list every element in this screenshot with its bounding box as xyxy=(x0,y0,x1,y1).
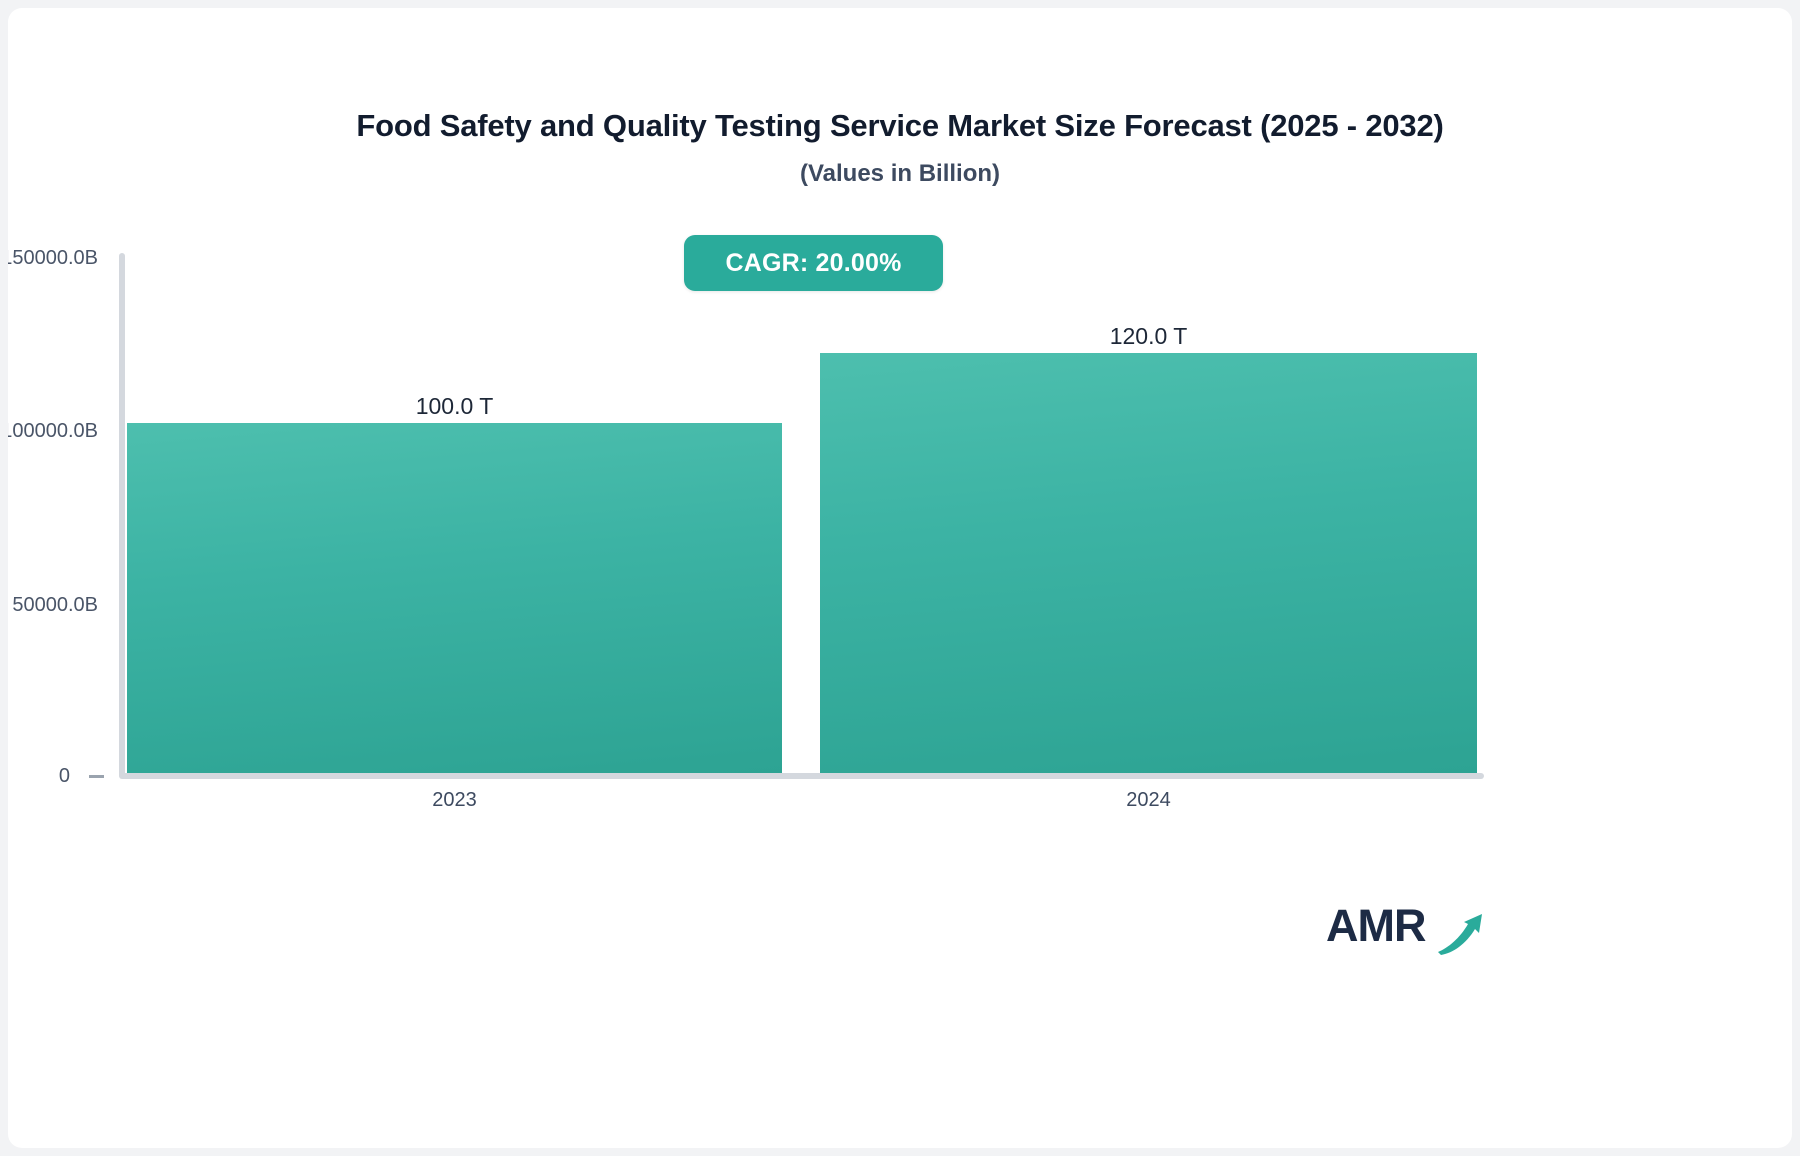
x-axis-tick-label-2023: 2023 xyxy=(432,789,477,811)
amr-logo: AMR xyxy=(1326,900,1486,962)
x-axis-line xyxy=(119,773,1484,779)
title-block: Food Safety and Quality Testing Service … xyxy=(8,106,1792,189)
y-axis-tick-label-100000: 100000.0B xyxy=(8,420,98,442)
bar-2024[interactable] xyxy=(820,353,1477,773)
bar-value-label-2023: 100.0 T xyxy=(415,393,494,419)
chart-subtitle: (Values in Billion) xyxy=(799,160,1001,187)
page-title: Food Safety and Quality Testing Service … xyxy=(356,108,1444,143)
y-axis-tick-label-150000: 150000.0B xyxy=(8,247,98,269)
y-axis-tick-mark-0 xyxy=(89,775,104,778)
y-axis-tick-label-50000: 50000.0B xyxy=(12,594,98,616)
y-axis-tick-label-0: 0 xyxy=(58,765,70,787)
cagr-badge: CAGR: 20.00% xyxy=(684,235,943,291)
chart-card: Food Safety and Quality Testing Service … xyxy=(8,8,1792,1148)
bar-value-label-2024: 120.0 T xyxy=(1109,323,1188,349)
cagr-badge-label: CAGR: 20.00% xyxy=(725,248,902,277)
bar-2023[interactable] xyxy=(127,423,782,773)
x-axis-tick-label-2024: 2024 xyxy=(1126,789,1171,811)
amr-logo-text: AMR xyxy=(1326,900,1426,951)
arrow-up-right-icon xyxy=(1438,914,1482,955)
y-axis-line xyxy=(119,253,125,778)
plot-area: 150000.0B 100000.0B 50000.0B 0 100.0 T 1… xyxy=(8,8,1792,1148)
